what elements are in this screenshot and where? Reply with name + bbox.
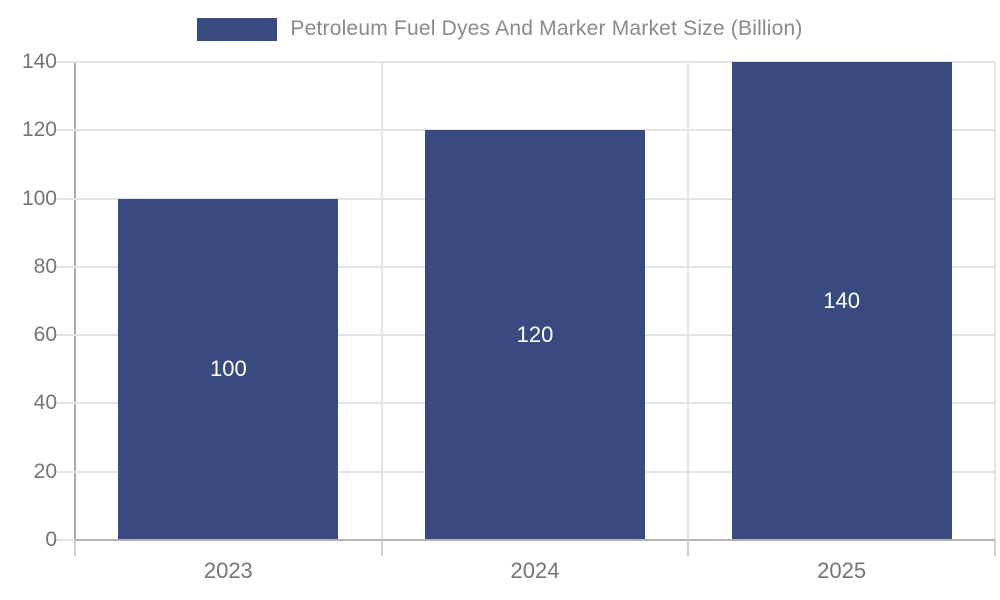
y-axis-tick-label: 20: [33, 459, 57, 483]
bar-value-label: 100: [209, 356, 247, 382]
gridline-vertical: [994, 62, 996, 540]
y-axis-tick-label: 140: [21, 50, 57, 73]
x-axis-tick: [74, 540, 76, 556]
y-axis-line: [74, 62, 76, 556]
plot-area: 100 120 140: [75, 61, 996, 540]
y-axis-tick: [55, 265, 75, 268]
y-axis-tick-label: 40: [33, 391, 57, 415]
y-axis-tick-label: 100: [21, 186, 57, 210]
x-axis-tick-label: 2025: [817, 558, 867, 583]
x-axis-tick: [687, 540, 690, 556]
x-axis-tick: [994, 540, 996, 556]
y-axis-tick: [55, 334, 75, 337]
y-axis-tick: [55, 129, 75, 132]
y-axis-tick: [55, 539, 75, 541]
y-axis-tick-label: 60: [33, 323, 57, 347]
bar-value-label: 140: [823, 288, 861, 313]
x-axis-tick-label: 2024: [510, 558, 560, 583]
bar-2024[interactable]: [425, 130, 645, 540]
y-axis-tick: [55, 197, 75, 200]
legend[interactable]: Petroleum Fuel Dyes And Marker Market Si…: [0, 12, 1000, 46]
y-axis-tick-label: 0: [45, 528, 57, 551]
bar-2023[interactable]: [118, 198, 339, 540]
x-axis-tick: [380, 540, 383, 556]
y-axis-tick: [55, 402, 75, 405]
bar-2025[interactable]: [731, 62, 952, 540]
gridline-vertical: [380, 62, 383, 540]
x-axis-line: [75, 539, 995, 541]
legend-swatch-icon: [197, 17, 278, 41]
legend-label: Petroleum Fuel Dyes And Marker Market Si…: [290, 17, 803, 40]
x-axis-tick-label: 2023: [203, 558, 253, 583]
y-axis-tick: [55, 470, 75, 473]
y-axis-tick-label: 120: [21, 118, 57, 142]
gridline-vertical: [687, 62, 690, 540]
bar-value-label: 120: [516, 322, 554, 348]
y-axis-tick: [55, 61, 75, 63]
y-axis-tick-label: 80: [33, 254, 57, 278]
